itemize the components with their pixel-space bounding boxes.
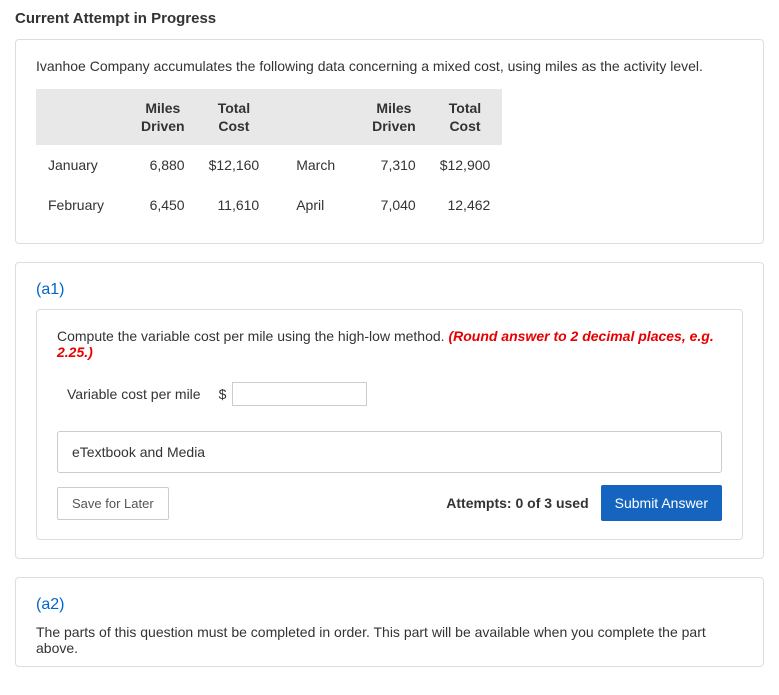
cost-table: MilesDriven TotalCost MilesDriven TotalC…	[36, 89, 502, 225]
variable-cost-input[interactable]	[232, 382, 367, 406]
part-a1-panel: (a1) Compute the variable cost per mile …	[15, 262, 764, 559]
a1-sub-panel: Compute the variable cost per mile using…	[36, 309, 743, 540]
cell-month: April	[271, 185, 360, 225]
dollar-sign: $	[219, 386, 227, 402]
cell-month: March	[271, 145, 360, 185]
save-for-later-button[interactable]: Save for Later	[57, 487, 169, 520]
cell-miles: 7,310	[360, 145, 428, 185]
etextbook-media-button[interactable]: eTextbook and Media	[57, 431, 722, 473]
intro-text: Ivanhoe Company accumulates the followin…	[36, 58, 743, 74]
table-row: January 6,880 $12,160 March 7,310 $12,90…	[36, 145, 502, 185]
th-miles-2: MilesDriven	[360, 89, 428, 145]
a1-question: Compute the variable cost per mile using…	[57, 328, 722, 360]
table-row: February 6,450 11,610 April 7,040 12,462	[36, 185, 502, 225]
attempts-label: Attempts: 0 of 3 used	[446, 495, 588, 511]
a1-question-text: Compute the variable cost per mile using…	[57, 328, 448, 344]
part-a2-panel: (a2) The parts of this question must be …	[15, 577, 764, 667]
page-heading: Current Attempt in Progress	[15, 10, 764, 27]
a1-label: (a1)	[36, 281, 743, 299]
cell-cost: $12,160	[197, 145, 272, 185]
input-row: Variable cost per mile $	[67, 382, 722, 406]
cell-cost: 12,462	[428, 185, 503, 225]
a2-locked-text: The parts of this question must be compl…	[36, 624, 743, 656]
variable-cost-label: Variable cost per mile	[67, 386, 201, 402]
a2-label: (a2)	[36, 596, 743, 614]
th-blank-1	[36, 89, 129, 145]
th-blank-2	[271, 89, 360, 145]
footer-row: Save for Later Attempts: 0 of 3 used Sub…	[57, 485, 722, 521]
cell-cost: $12,900	[428, 145, 503, 185]
th-miles-1: MilesDriven	[129, 89, 197, 145]
data-panel: Ivanhoe Company accumulates the followin…	[15, 39, 764, 244]
cell-miles: 6,450	[129, 185, 197, 225]
cell-month: January	[36, 145, 129, 185]
cell-miles: 7,040	[360, 185, 428, 225]
th-cost-2: TotalCost	[428, 89, 503, 145]
cell-month: February	[36, 185, 129, 225]
cell-cost: 11,610	[197, 185, 272, 225]
cell-miles: 6,880	[129, 145, 197, 185]
submit-answer-button[interactable]: Submit Answer	[601, 485, 722, 521]
th-cost-1: TotalCost	[197, 89, 272, 145]
